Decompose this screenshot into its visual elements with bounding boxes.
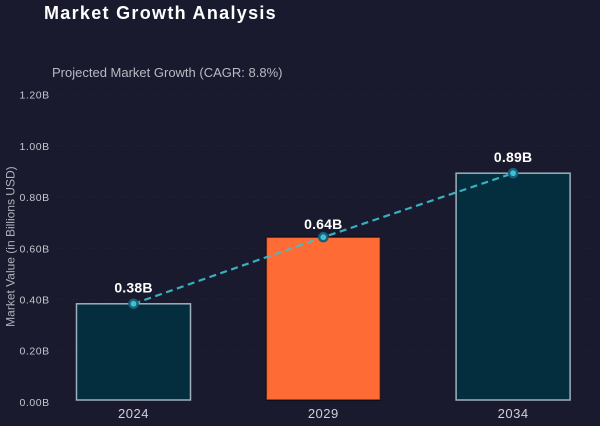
svg-text:2029: 2029 — [308, 406, 339, 421]
svg-text:0.40B: 0.40B — [19, 295, 49, 307]
svg-text:0.60B: 0.60B — [19, 243, 49, 255]
svg-text:2034: 2034 — [498, 406, 529, 421]
svg-text:2024: 2024 — [118, 406, 149, 421]
svg-text:0.20B: 0.20B — [19, 346, 49, 358]
svg-text:0.64B: 0.64B — [304, 216, 342, 232]
svg-text:1.00B: 1.00B — [19, 141, 49, 153]
svg-text:1.20B: 1.20B — [19, 90, 49, 102]
svg-text:Market Growth Analysis: Market Growth Analysis — [44, 3, 277, 23]
svg-text:0.89B: 0.89B — [494, 149, 532, 165]
svg-text:Projected Market Growth (CAGR:: Projected Market Growth (CAGR: 8.8%) — [52, 65, 282, 80]
svg-text:0.38B: 0.38B — [114, 280, 152, 296]
svg-text:0.00B: 0.00B — [19, 397, 49, 409]
svg-text:0.80B: 0.80B — [19, 192, 49, 204]
svg-text:Market Value (in Billions USD): Market Value (in Billions USD) — [4, 166, 18, 327]
